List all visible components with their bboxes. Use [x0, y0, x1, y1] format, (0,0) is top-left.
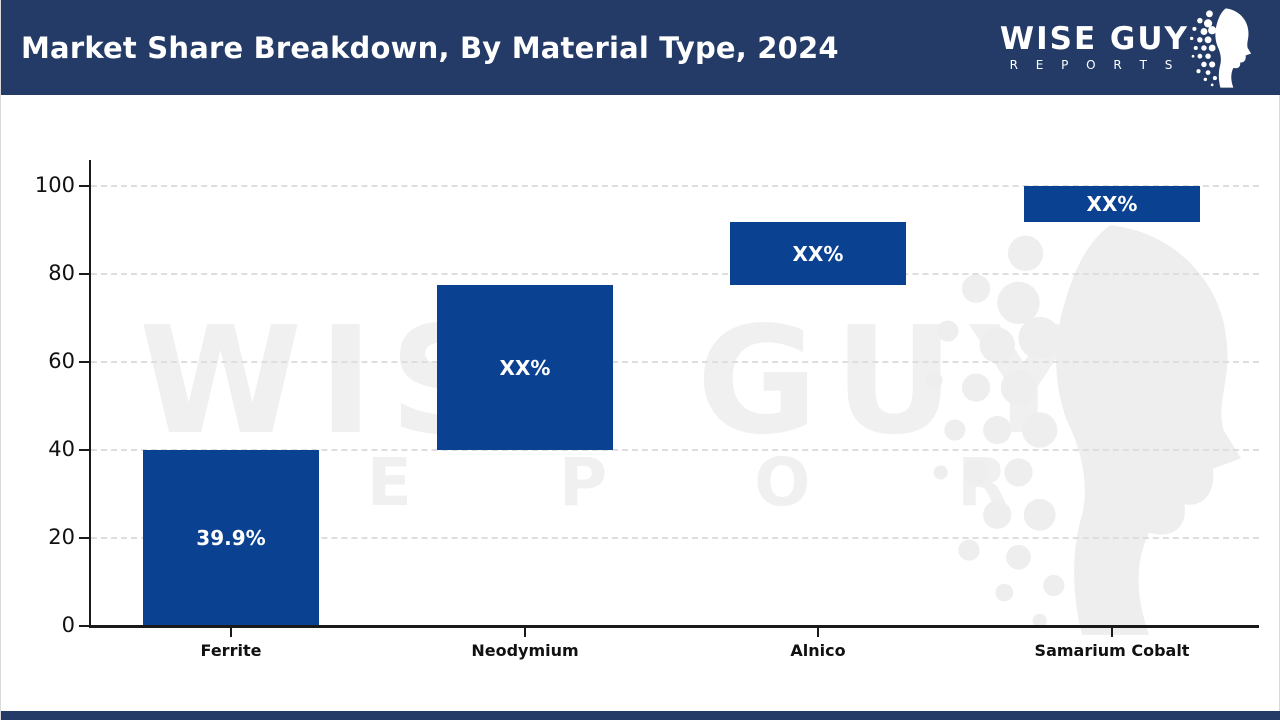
- page-title: Market Share Breakdown, By Material Type…: [21, 30, 839, 65]
- dotted-head-icon: [1189, 7, 1252, 88]
- gridline: [91, 185, 1259, 187]
- y-axis-tick: [79, 537, 89, 539]
- gridline: [91, 361, 1259, 363]
- y-axis-line: [89, 160, 91, 627]
- bar-value-label: 39.9%: [196, 526, 266, 551]
- gridline: [91, 537, 1259, 539]
- x-axis-tick: [1111, 628, 1113, 637]
- wise-guy-reports-logo: WISE GUY R E P O R T S: [1000, 7, 1255, 89]
- bar-samarium-cobalt: XX%: [1024, 186, 1200, 223]
- bar-value-label: XX%: [1086, 192, 1138, 217]
- watermark-head-icon: [924, 225, 1242, 635]
- y-axis-tick-label: 100: [34, 173, 75, 197]
- y-axis-tick: [79, 273, 89, 275]
- y-axis-tick-label: 0: [61, 613, 75, 637]
- y-axis-tick-label: 80: [48, 261, 75, 285]
- y-axis-tick: [79, 361, 89, 363]
- logo-text: WISE GUY R E P O R T S: [999, 21, 1189, 72]
- y-axis-tick: [79, 625, 89, 627]
- bar-value-label: XX%: [792, 241, 844, 266]
- x-axis-tick: [524, 628, 526, 637]
- gridline: [91, 273, 1259, 275]
- x-axis-category-label: Alnico: [790, 641, 846, 660]
- header-bar: Market Share Breakdown, By Material Type…: [1, 0, 1280, 95]
- x-axis-line: [89, 625, 1259, 628]
- y-axis-tick: [79, 185, 89, 187]
- x-axis-category-label: Ferrite: [200, 641, 262, 660]
- y-axis-tick: [79, 449, 89, 451]
- x-axis-tick: [230, 628, 232, 637]
- bar-neodymium: XX%: [437, 285, 613, 451]
- bar-ferrite: 39.9%: [143, 450, 319, 626]
- x-axis-category-label: Neodymium: [471, 641, 579, 660]
- y-axis-tick-label: 40: [48, 437, 75, 461]
- bar-value-label: XX%: [499, 355, 551, 380]
- logo-wordmark: WISE GUY: [999, 21, 1189, 57]
- x-axis-category-label: Samarium Cobalt: [1034, 641, 1190, 660]
- bar-alnico: XX%: [730, 222, 906, 285]
- y-axis-tick-label: 60: [48, 349, 75, 373]
- logo-subtitle: R E P O R T S: [1009, 58, 1180, 72]
- x-axis-tick: [817, 628, 819, 637]
- gridline: [91, 449, 1259, 451]
- footer-bar: [1, 711, 1280, 720]
- y-axis-tick-label: 20: [48, 525, 75, 549]
